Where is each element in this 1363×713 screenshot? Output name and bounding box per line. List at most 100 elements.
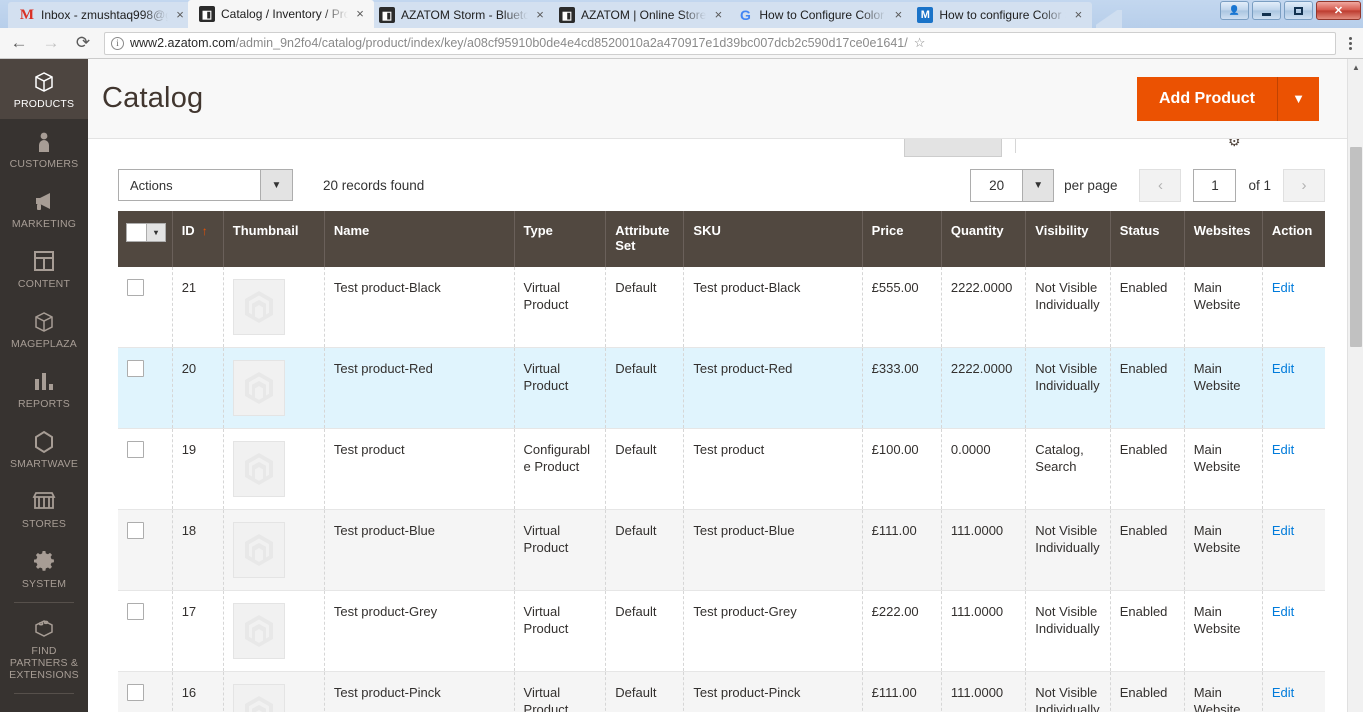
- cell-attribute-set: Default: [605, 347, 685, 429]
- clipped-button[interactable]: [904, 139, 1002, 157]
- sidebar-item-stores[interactable]: STORES: [0, 479, 88, 539]
- edit-link[interactable]: Edit: [1271, 442, 1295, 457]
- browser-tab-1[interactable]: ◧ Catalog / Inventory / Pro ×: [188, 0, 374, 28]
- sidebar-item-partial[interactable]: [0, 697, 88, 712]
- column-header-attribute-set[interactable]: Attribute Set: [605, 211, 685, 267]
- close-window-button[interactable]: ✕: [1316, 1, 1361, 20]
- page-number-input[interactable]: 1: [1193, 168, 1237, 202]
- row-checkbox[interactable]: [127, 684, 144, 701]
- sidebar-divider: [14, 693, 74, 694]
- sidebar-item-find-partners[interactable]: FIND PARTNERS & EXTENSIONS: [0, 606, 88, 690]
- sidebar-item-smartwave[interactable]: SMARTWAVE: [0, 419, 88, 479]
- sidebar-item-reports[interactable]: REPORTS: [0, 359, 88, 419]
- chevron-down-icon[interactable]: ▾: [147, 223, 166, 242]
- sidebar-item-system[interactable]: SYSTEM: [0, 539, 88, 599]
- next-page-button[interactable]: ›: [1283, 168, 1325, 202]
- hexagon-icon: [2, 430, 86, 456]
- table-row[interactable]: 18 Test product-Blue Virtual Product Def…: [118, 509, 1325, 591]
- grid-settings-gear-icon[interactable]: ⚙: [1228, 139, 1241, 149]
- edit-link[interactable]: Edit: [1271, 523, 1295, 538]
- user-account-button[interactable]: 👤: [1220, 1, 1249, 20]
- sidebar-item-customers[interactable]: CUSTOMERS: [0, 119, 88, 179]
- close-icon[interactable]: ×: [894, 7, 903, 22]
- column-header-id[interactable]: ID ↑: [172, 211, 224, 267]
- table-row[interactable]: 19 Test product Configurable Product Def…: [118, 428, 1325, 510]
- column-header-type[interactable]: Type: [514, 211, 607, 267]
- browser-tab-3[interactable]: ◧ AZATOM | Online Store ×: [548, 2, 733, 28]
- column-header-websites[interactable]: Websites: [1184, 211, 1263, 267]
- actions-dropdown[interactable]: Actions ▼: [118, 169, 293, 201]
- window-controls: 👤 ✕: [1220, 1, 1361, 20]
- maximize-button[interactable]: [1284, 1, 1313, 20]
- browser-tab-4[interactable]: G How to Configure Color S ×: [726, 2, 913, 28]
- close-icon[interactable]: ×: [536, 7, 544, 22]
- row-checkbox[interactable]: [127, 441, 144, 458]
- browser-tab-0[interactable]: M Inbox - zmushtaq998@g ×: [8, 2, 194, 28]
- tab-title: Inbox - zmushtaq998@g: [41, 8, 168, 22]
- previous-page-button[interactable]: ‹: [1139, 168, 1182, 202]
- close-icon[interactable]: ×: [1074, 7, 1083, 22]
- sidebar-item-content[interactable]: CONTENT: [0, 239, 88, 299]
- edit-link[interactable]: Edit: [1271, 280, 1295, 295]
- add-product-button[interactable]: Add Product: [1137, 76, 1277, 121]
- sidebar-divider: [14, 602, 74, 603]
- select-all-checkbox[interactable]: [126, 223, 147, 242]
- per-page-label: per page: [1064, 177, 1118, 193]
- edit-link[interactable]: Edit: [1271, 685, 1295, 700]
- row-select-cell[interactable]: [118, 347, 173, 429]
- row-select-cell[interactable]: [118, 267, 173, 348]
- column-header-visibility[interactable]: Visibility: [1025, 211, 1111, 267]
- browser-tab-5[interactable]: M How to configure Color S ×: [906, 2, 1093, 28]
- close-icon[interactable]: ×: [714, 7, 723, 22]
- column-header-price[interactable]: Price: [862, 211, 942, 267]
- browser-tab-2[interactable]: ◧ AZATOM Storm - Blueto ×: [368, 2, 554, 28]
- select-all-header[interactable]: ▾: [118, 211, 173, 267]
- cell-websites: Main Website: [1184, 267, 1263, 348]
- row-checkbox[interactable]: [127, 522, 144, 539]
- grid-body: 21 Test product-Black Virtual Product De…: [118, 267, 1325, 712]
- reload-icon[interactable]: ⟳: [75, 33, 91, 52]
- sidebar-item-mageplaza[interactable]: MAGEPLAZA: [0, 299, 88, 359]
- bookmark-star-icon[interactable]: ☆: [913, 35, 926, 50]
- forward-icon[interactable]: →: [42, 33, 60, 52]
- site-info-icon[interactable]: i: [111, 36, 124, 50]
- table-row[interactable]: 16 Test product-Pinck Virtual Product De…: [118, 671, 1325, 712]
- column-header-action[interactable]: Action: [1262, 211, 1325, 267]
- page-scrollbar[interactable]: ▲: [1347, 59, 1363, 712]
- edit-link[interactable]: Edit: [1271, 604, 1295, 619]
- column-header-name[interactable]: Name: [324, 211, 515, 267]
- scroll-up-arrow-icon[interactable]: ▲: [1352, 63, 1360, 72]
- select-all-dropdown[interactable]: ▾: [126, 223, 166, 242]
- row-select-cell[interactable]: [118, 590, 173, 672]
- close-icon[interactable]: ×: [176, 7, 184, 22]
- chrome-menu-icon[interactable]: [1346, 35, 1355, 52]
- row-select-cell[interactable]: [118, 671, 173, 712]
- row-select-cell[interactable]: [118, 509, 173, 591]
- cell-action: Edit: [1262, 509, 1325, 591]
- table-row[interactable]: 21 Test product-Black Virtual Product De…: [118, 267, 1325, 348]
- cell-action: Edit: [1262, 347, 1325, 429]
- table-row[interactable]: 20 Test product-Red Virtual Product Defa…: [118, 347, 1325, 429]
- per-page-dropdown[interactable]: 20 ▼: [970, 168, 1055, 202]
- cell-sku: Test product-Pinck: [683, 671, 863, 712]
- row-checkbox[interactable]: [127, 360, 144, 377]
- column-header-quantity[interactable]: Quantity: [941, 211, 1027, 267]
- column-header-sku[interactable]: SKU: [683, 211, 863, 267]
- new-tab-button[interactable]: [1096, 10, 1123, 28]
- row-select-cell[interactable]: [118, 428, 173, 510]
- column-header-thumbnail[interactable]: Thumbnail: [223, 211, 325, 267]
- back-icon[interactable]: ←: [10, 33, 28, 52]
- add-product-dropdown-toggle[interactable]: ▼: [1277, 76, 1319, 121]
- minimize-button[interactable]: [1252, 1, 1281, 20]
- row-checkbox[interactable]: [127, 279, 144, 296]
- edit-link[interactable]: Edit: [1271, 361, 1295, 376]
- table-row[interactable]: 17 Test product-Grey Virtual Product Def…: [118, 590, 1325, 672]
- chevron-down-icon: ▼: [260, 170, 292, 200]
- column-header-status[interactable]: Status: [1110, 211, 1185, 267]
- address-bar[interactable]: i www2.azatom.com/admin_9n2fo4/catalog/p…: [104, 31, 1336, 55]
- scrollbar-thumb[interactable]: [1350, 147, 1362, 347]
- close-icon[interactable]: ×: [356, 6, 364, 21]
- row-checkbox[interactable]: [127, 603, 144, 620]
- sidebar-item-products[interactable]: PRODUCTS: [0, 59, 88, 119]
- sidebar-item-marketing[interactable]: MARKETING: [0, 179, 88, 239]
